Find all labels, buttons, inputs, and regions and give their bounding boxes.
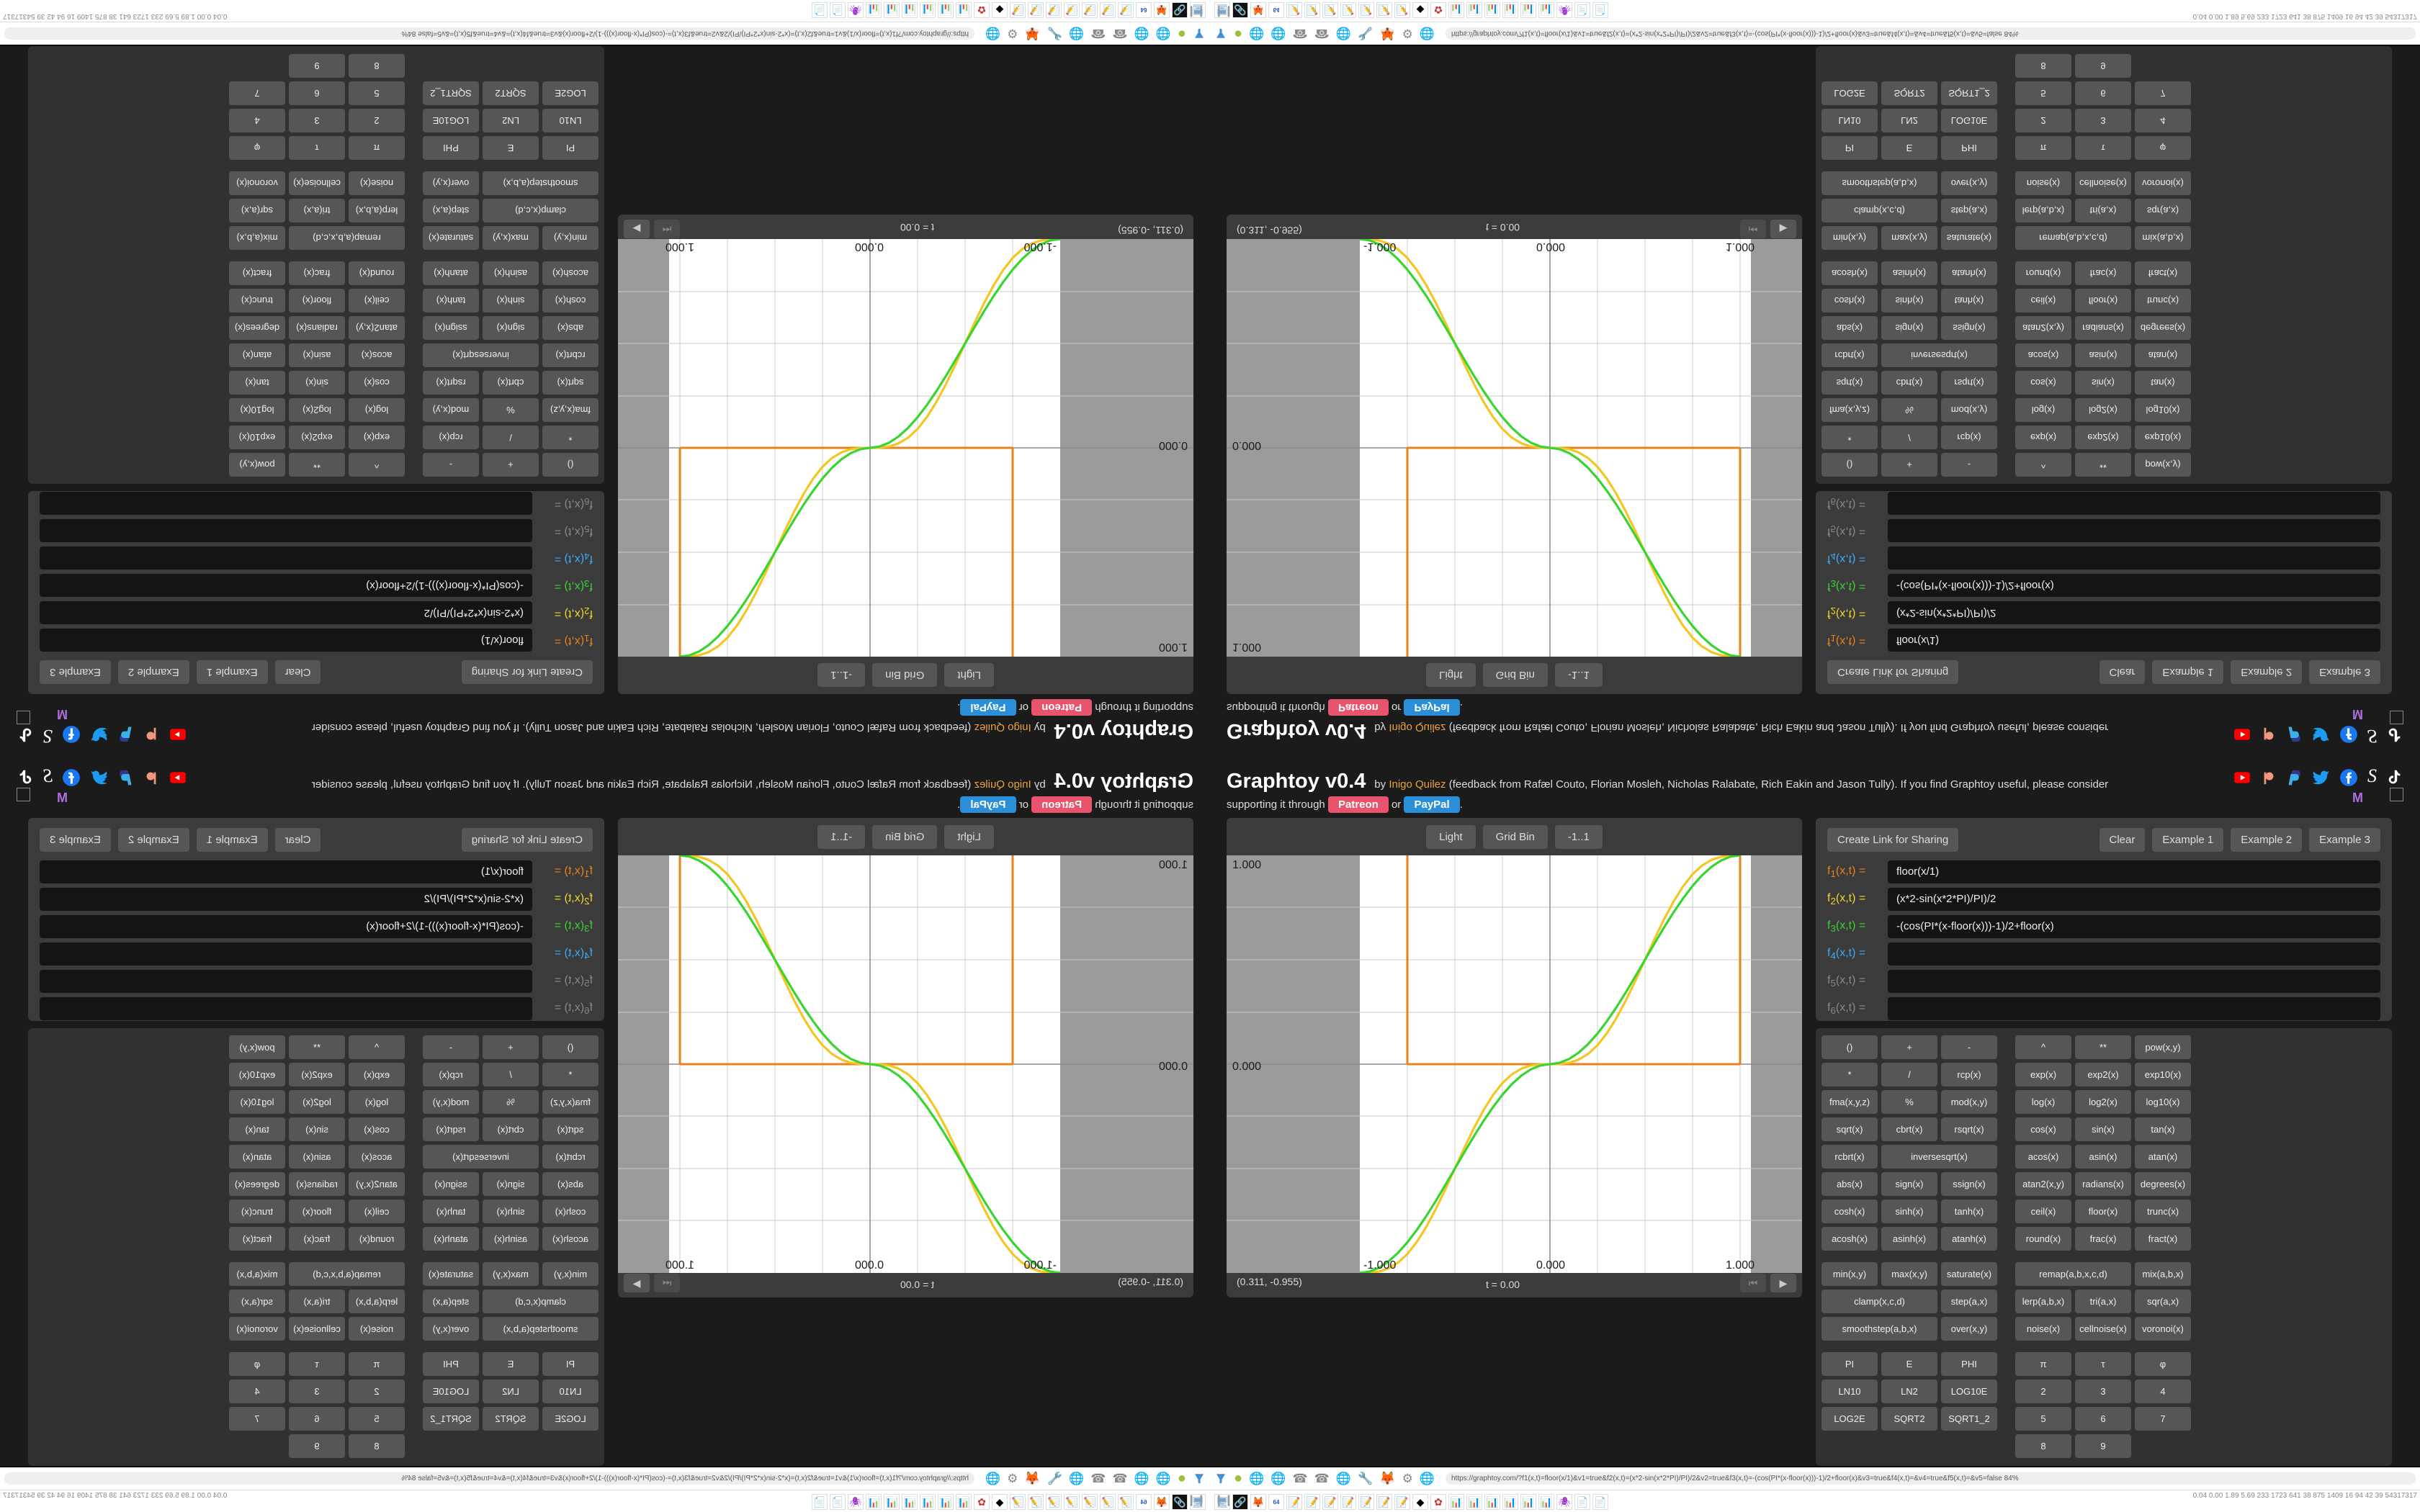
svg-text:1.000: 1.000: [1726, 1259, 1754, 1272]
svg-text:-1.000: -1.000: [1024, 1259, 1057, 1272]
svg-text:1.000: 1.000: [1232, 859, 1261, 871]
svg-text:1.000: 1.000: [666, 1259, 694, 1272]
svg-text:1.000: 1.000: [1232, 641, 1261, 653]
svg-text:0.000: 0.000: [855, 240, 884, 253]
svg-text:1.000: 1.000: [1726, 240, 1754, 253]
svg-text:1.000: 1.000: [1159, 641, 1188, 653]
svg-text:0.000: 0.000: [1159, 439, 1188, 451]
svg-text:0.000: 0.000: [855, 1259, 884, 1272]
svg-text:-1.000: -1.000: [1024, 240, 1057, 253]
svg-text:0.000: 0.000: [1232, 439, 1261, 451]
svg-text:-1.000: -1.000: [1363, 1259, 1396, 1272]
svg-text:0.000: 0.000: [1232, 1061, 1261, 1073]
svg-text:-1.000: -1.000: [1363, 240, 1396, 253]
svg-text:0.000: 0.000: [1159, 1061, 1188, 1073]
svg-text:1.000: 1.000: [666, 240, 694, 253]
svg-text:0.000: 0.000: [1536, 240, 1565, 253]
svg-text:1.000: 1.000: [1159, 859, 1188, 871]
svg-text:0.000: 0.000: [1536, 1259, 1565, 1272]
